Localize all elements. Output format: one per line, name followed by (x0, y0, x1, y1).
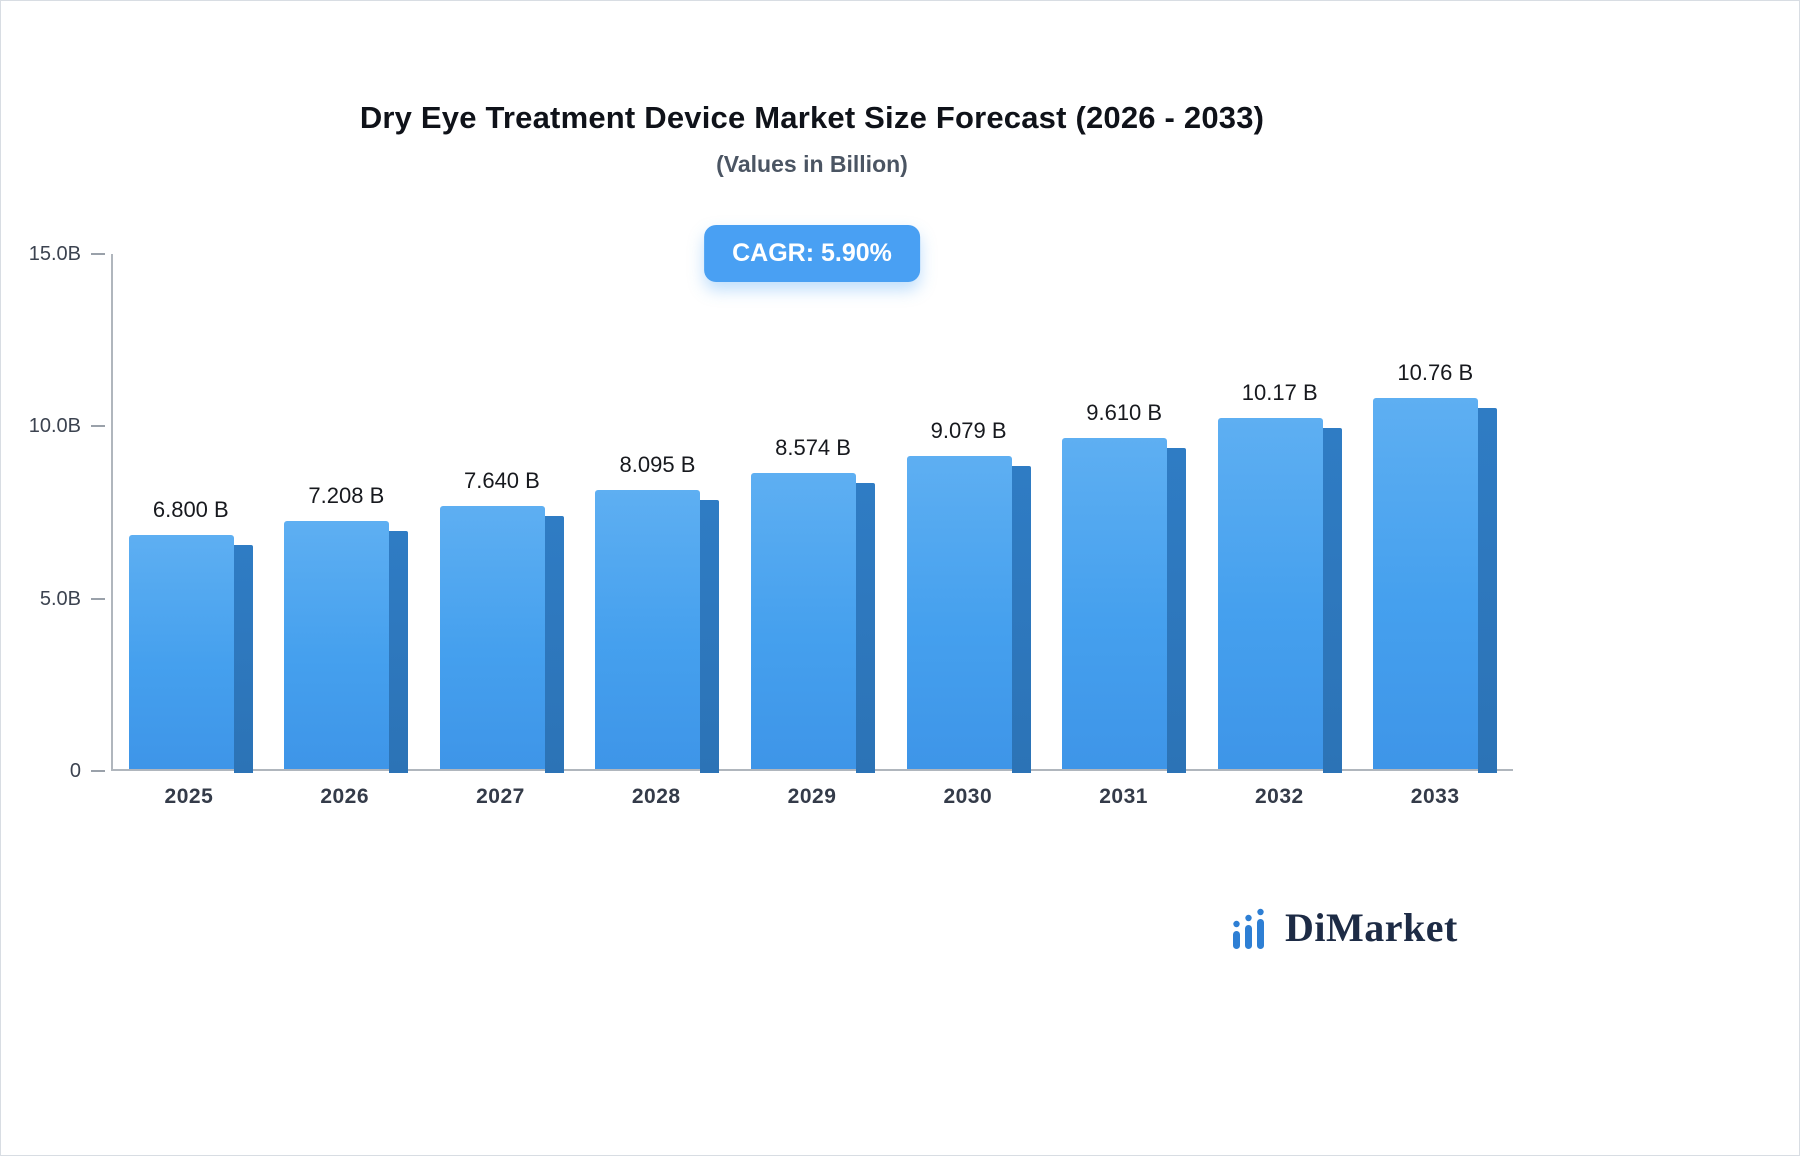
bar-2032 (1217, 418, 1342, 773)
bar-side-face (1322, 428, 1342, 773)
bar-side-face (389, 530, 409, 773)
y-tick-mark (91, 597, 105, 600)
bar-side-face (856, 483, 876, 773)
x-tick-label-2033: 2033 (1410, 785, 1460, 808)
bar-side-face (544, 515, 564, 773)
x-tick-label-2032: 2032 (1255, 785, 1304, 808)
bar-2030 (906, 456, 1031, 773)
bar-group-2029: 8.574 B (735, 254, 891, 773)
logo-text: DiMarket (1285, 905, 1458, 950)
bar-value-label: 9.079 B (930, 418, 1007, 444)
bar-front-face (1373, 398, 1479, 769)
y-tick-mark (91, 770, 105, 772)
bar-value-label: 8.095 B (619, 452, 696, 477)
bar-2029 (751, 473, 876, 773)
bar-side-face (700, 500, 720, 773)
y-axis: 0 5.0B 10.0B 15.0B (1, 243, 105, 782)
bar-front-face (439, 505, 545, 769)
bar-value-label: 7.208 B (308, 482, 385, 508)
bar-group-2028: 8.095 B (580, 254, 736, 773)
x-tick-label-2027: 2027 (476, 785, 525, 808)
x-axis: 2025 2026 2027 2028 2029 2030 2031 2032 2033 (111, 785, 1513, 809)
bar-front-face (595, 490, 701, 769)
bar-side-face (1167, 447, 1187, 773)
chart-subtitle: (Values in Billion) (716, 151, 908, 177)
bar-chart-icon (1233, 908, 1264, 949)
bar-group-2032: 10.17 B (1202, 254, 1358, 773)
bar-2033 (1373, 398, 1498, 773)
y-tick-mark (91, 425, 105, 428)
x-tick-label-2028: 2028 (631, 785, 681, 808)
bar-group-2025: 6.800 B (113, 254, 269, 773)
bar-2025 (128, 534, 253, 773)
bar-2028 (595, 490, 720, 773)
y-tick-label: 0 (69, 760, 81, 782)
bar-front-face (906, 456, 1012, 769)
bar-group-2033: 10.76 B (1358, 254, 1514, 773)
bar-2027 (439, 505, 564, 773)
bar-group-2027: 7.640 B (424, 254, 580, 773)
bar-value-label: 10.17 B (1241, 380, 1318, 406)
bar-front-face (1062, 437, 1168, 769)
bar-side-face (233, 544, 253, 773)
x-tick-label-2030: 2030 (943, 785, 993, 808)
bar-value-label: 8.574 B (775, 435, 851, 461)
bar-side-face (1478, 408, 1498, 773)
bar-value-label: 7.640 B (463, 467, 540, 493)
plot-area: 6.800 B 7.208 B 7.640 B 8.095 B 8.574 B 9.079… (111, 254, 1514, 773)
y-tick-mark (91, 253, 105, 255)
bar-front-face (751, 473, 857, 769)
bar-front-face (1217, 418, 1323, 769)
cagr-badge: CAGR: 5.90% (704, 225, 920, 282)
y-tick-label: 5.0B (39, 587, 81, 610)
bar-front-face (128, 534, 234, 769)
x-tick-label-2031: 2031 (1099, 785, 1148, 808)
bar-value-label: 6.800 B (152, 496, 229, 522)
bar-value-label: 10.76 B (1397, 360, 1474, 386)
dimarket-logo: DiMarket (1229, 904, 1458, 951)
bar-front-face (284, 520, 390, 769)
bar-group-2030: 9.079 B (891, 254, 1047, 773)
bar-2031 (1062, 437, 1187, 773)
bar-value-label: 9.610 B (1086, 399, 1163, 425)
bar-2026 (284, 520, 409, 773)
x-tick-label-2029: 2029 (787, 785, 837, 808)
bar-group-2031: 9.610 B (1046, 254, 1202, 773)
x-tick-label-2025: 2025 (164, 785, 214, 808)
bar-group-2026: 7.208 B (269, 254, 425, 773)
y-tick-label: 15.0B (28, 243, 81, 265)
x-tick-label-2026: 2026 (320, 785, 370, 808)
chart-title: Dry Eye Treatment Device Market Size For… (359, 100, 1265, 135)
y-tick-label: 10.0B (28, 415, 81, 438)
bar-side-face (1011, 466, 1031, 773)
